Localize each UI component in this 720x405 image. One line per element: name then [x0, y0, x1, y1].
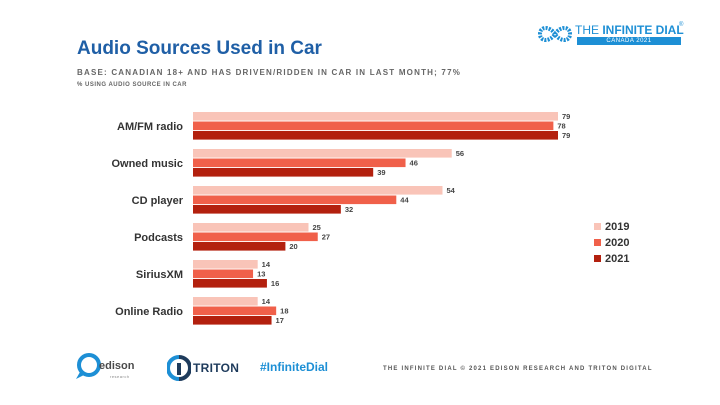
legend-label-2021: 2021	[605, 253, 629, 265]
bar-2020	[193, 195, 397, 205]
category-label: Online Radio	[115, 306, 183, 318]
bar-2019	[193, 149, 452, 158]
bar-2020	[193, 158, 406, 168]
legend-swatch-2020	[594, 239, 601, 246]
data-label: 79	[562, 131, 570, 140]
bar-2020	[193, 269, 254, 279]
category-label: CD player	[132, 195, 184, 207]
infinite-dial-logo: THE INFINITE DIAL ® CANADA 2021	[537, 22, 687, 46]
data-label: 44	[400, 196, 409, 205]
bar-2020	[193, 121, 554, 131]
logo-brand: THE INFINITE DIAL	[575, 23, 684, 37]
data-label: 32	[345, 205, 353, 214]
data-label: 46	[410, 159, 418, 168]
category-label: AM/FM radio	[117, 121, 183, 133]
edison-subtext: research	[110, 374, 130, 379]
triton-wordmark: TRITON	[193, 361, 240, 375]
data-label: 54	[446, 186, 455, 195]
category-label: SiriusXM	[136, 269, 183, 281]
copyright: THE INFINITE DIAL © 2021 EDISON RESEARCH…	[383, 366, 653, 372]
data-label: 25	[313, 223, 321, 232]
bar-2021	[193, 168, 374, 177]
bar-2019	[193, 260, 258, 269]
bar-2019	[193, 112, 558, 121]
bar-2019	[193, 297, 258, 306]
data-label: 56	[456, 149, 464, 158]
infinity-icon	[537, 26, 573, 42]
hashtag: #InfiniteDial	[260, 360, 329, 374]
bar-2021	[193, 316, 272, 325]
bar-2020	[193, 306, 277, 316]
bar-2021	[193, 131, 558, 140]
legend-swatch-2019	[594, 223, 601, 230]
logo-edition: CANADA 2021	[577, 37, 681, 45]
legend-swatch-2021	[594, 255, 601, 262]
bar-2019	[193, 186, 443, 195]
data-label: 18	[280, 307, 288, 316]
logo-trademark: ®	[679, 22, 684, 28]
data-label: 39	[377, 168, 385, 177]
bar-2021	[193, 242, 286, 251]
data-label: 16	[271, 279, 279, 288]
category-label: Owned music	[111, 158, 183, 170]
bar-2021	[193, 205, 341, 214]
chart-title: Audio Sources Used in Car	[77, 38, 322, 59]
bar-2021	[193, 279, 267, 288]
data-label: 20	[289, 242, 297, 251]
data-label: 14	[262, 260, 271, 269]
legend-label-2020: 2020	[605, 237, 629, 249]
bar-2020	[193, 232, 318, 242]
category-label: Podcasts	[134, 232, 183, 244]
data-label: 79	[562, 112, 570, 121]
legend-label-2019: 2019	[605, 221, 629, 233]
bar-2019	[193, 223, 309, 232]
data-label: 14	[262, 297, 271, 306]
base-note: BASE: CANADIAN 18+ AND HAS DRIVEN/RIDDEN…	[77, 68, 462, 77]
edison-wordmark: edison	[99, 360, 135, 372]
data-label: 17	[276, 316, 284, 325]
data-label: 78	[557, 122, 565, 131]
data-label: 13	[257, 270, 265, 279]
chart-subtitle: % USING AUDIO SOURCE IN CAR	[77, 82, 187, 88]
data-label: 27	[322, 233, 330, 242]
triton-logo-icon	[167, 355, 191, 381]
edison-logo-icon	[76, 353, 101, 379]
